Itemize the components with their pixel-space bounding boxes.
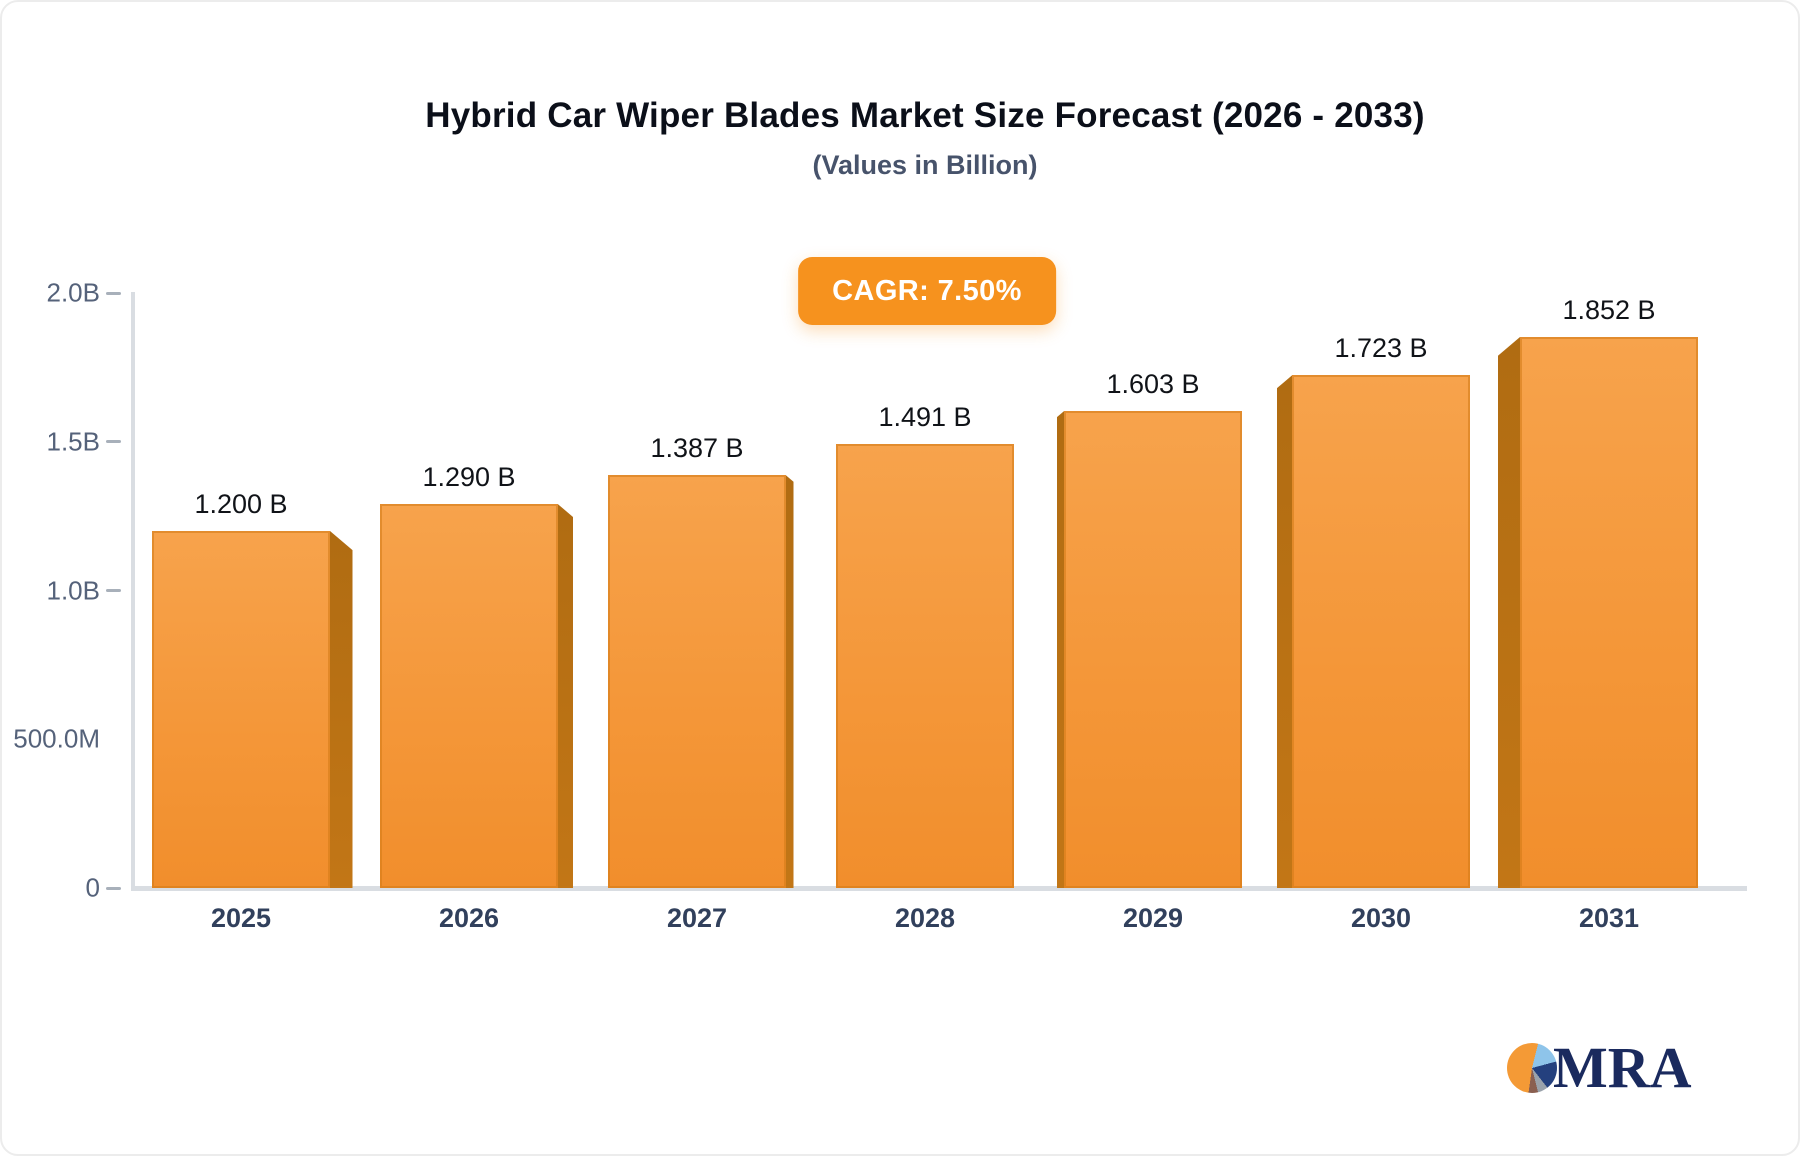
bar-value-label-2029: 1.603 B xyxy=(1106,369,1200,400)
cagr-badge: CAGR: 7.50% xyxy=(798,257,1056,325)
bar-side-face-2029 xyxy=(1056,411,1064,888)
x-axis-label-2025: 2025 xyxy=(210,903,272,933)
x-axis-label-2029: 2029 xyxy=(1122,903,1184,933)
bar-side-face-2026 xyxy=(558,504,573,888)
bar-value-label-2027: 1.387 B xyxy=(650,433,744,464)
x-axis-baseline xyxy=(131,886,1747,891)
x-axis-label-2026: 2026 xyxy=(438,903,500,933)
y-axis-line xyxy=(131,292,135,890)
y-axis-tick-label-3: 500.0M xyxy=(13,723,100,754)
bar-value-label-2031: 1.852 B xyxy=(1562,295,1656,326)
bar-side-face-2030 xyxy=(1277,375,1292,888)
bar-2030 xyxy=(1292,375,1470,888)
brand-logo-text: MRA xyxy=(1553,1035,1692,1100)
x-axis-label-2031: 2031 xyxy=(1578,903,1640,933)
y-axis-tick-label-1: 1.5B xyxy=(46,426,101,457)
x-axis-label-2030: 2030 xyxy=(1350,903,1412,933)
bar-2027 xyxy=(608,475,786,888)
bar-value-label-2030: 1.723 B xyxy=(1334,333,1428,364)
bar-2031 xyxy=(1520,337,1698,888)
x-axis-label-2028: 2028 xyxy=(894,903,956,933)
y-axis-tick-label-2: 1.0B xyxy=(46,575,101,605)
bar-2025 xyxy=(152,531,330,888)
cagr-badge-label: CAGR: 7.50% xyxy=(832,274,1022,307)
bar-value-label-2028: 1.491 B xyxy=(878,402,972,433)
chart-subtitle: (Values in Billion) xyxy=(812,150,1038,180)
x-axis-label-2027: 2027 xyxy=(666,903,728,933)
bar-value-label-2025: 1.200 B xyxy=(194,489,288,519)
y-axis-tick-label-0: 2.0B xyxy=(46,277,101,308)
y-axis-tick-mark-4 xyxy=(106,886,121,890)
bar-side-face-2027 xyxy=(786,475,794,888)
bar-side-face-2025 xyxy=(330,531,353,888)
pie-chart-logo-icon xyxy=(1507,1043,1557,1093)
bar-2029 xyxy=(1064,411,1242,888)
bar-value-label-2026: 1.290 B xyxy=(422,462,516,493)
y-axis-tick-mark-0 xyxy=(106,291,121,295)
bar-2026 xyxy=(380,504,558,888)
y-axis-tick-mark-2 xyxy=(106,589,121,592)
bar-side-face-2031 xyxy=(1497,337,1520,888)
brand-logo: MRA xyxy=(1507,1035,1692,1100)
y-axis-tick-mark-1 xyxy=(106,440,121,444)
y-axis-tick-label-4: 0 xyxy=(85,872,100,903)
bar-2028 xyxy=(836,444,1014,888)
chart-title: Hybrid Car Wiper Blades Market Size Fore… xyxy=(425,96,1425,135)
